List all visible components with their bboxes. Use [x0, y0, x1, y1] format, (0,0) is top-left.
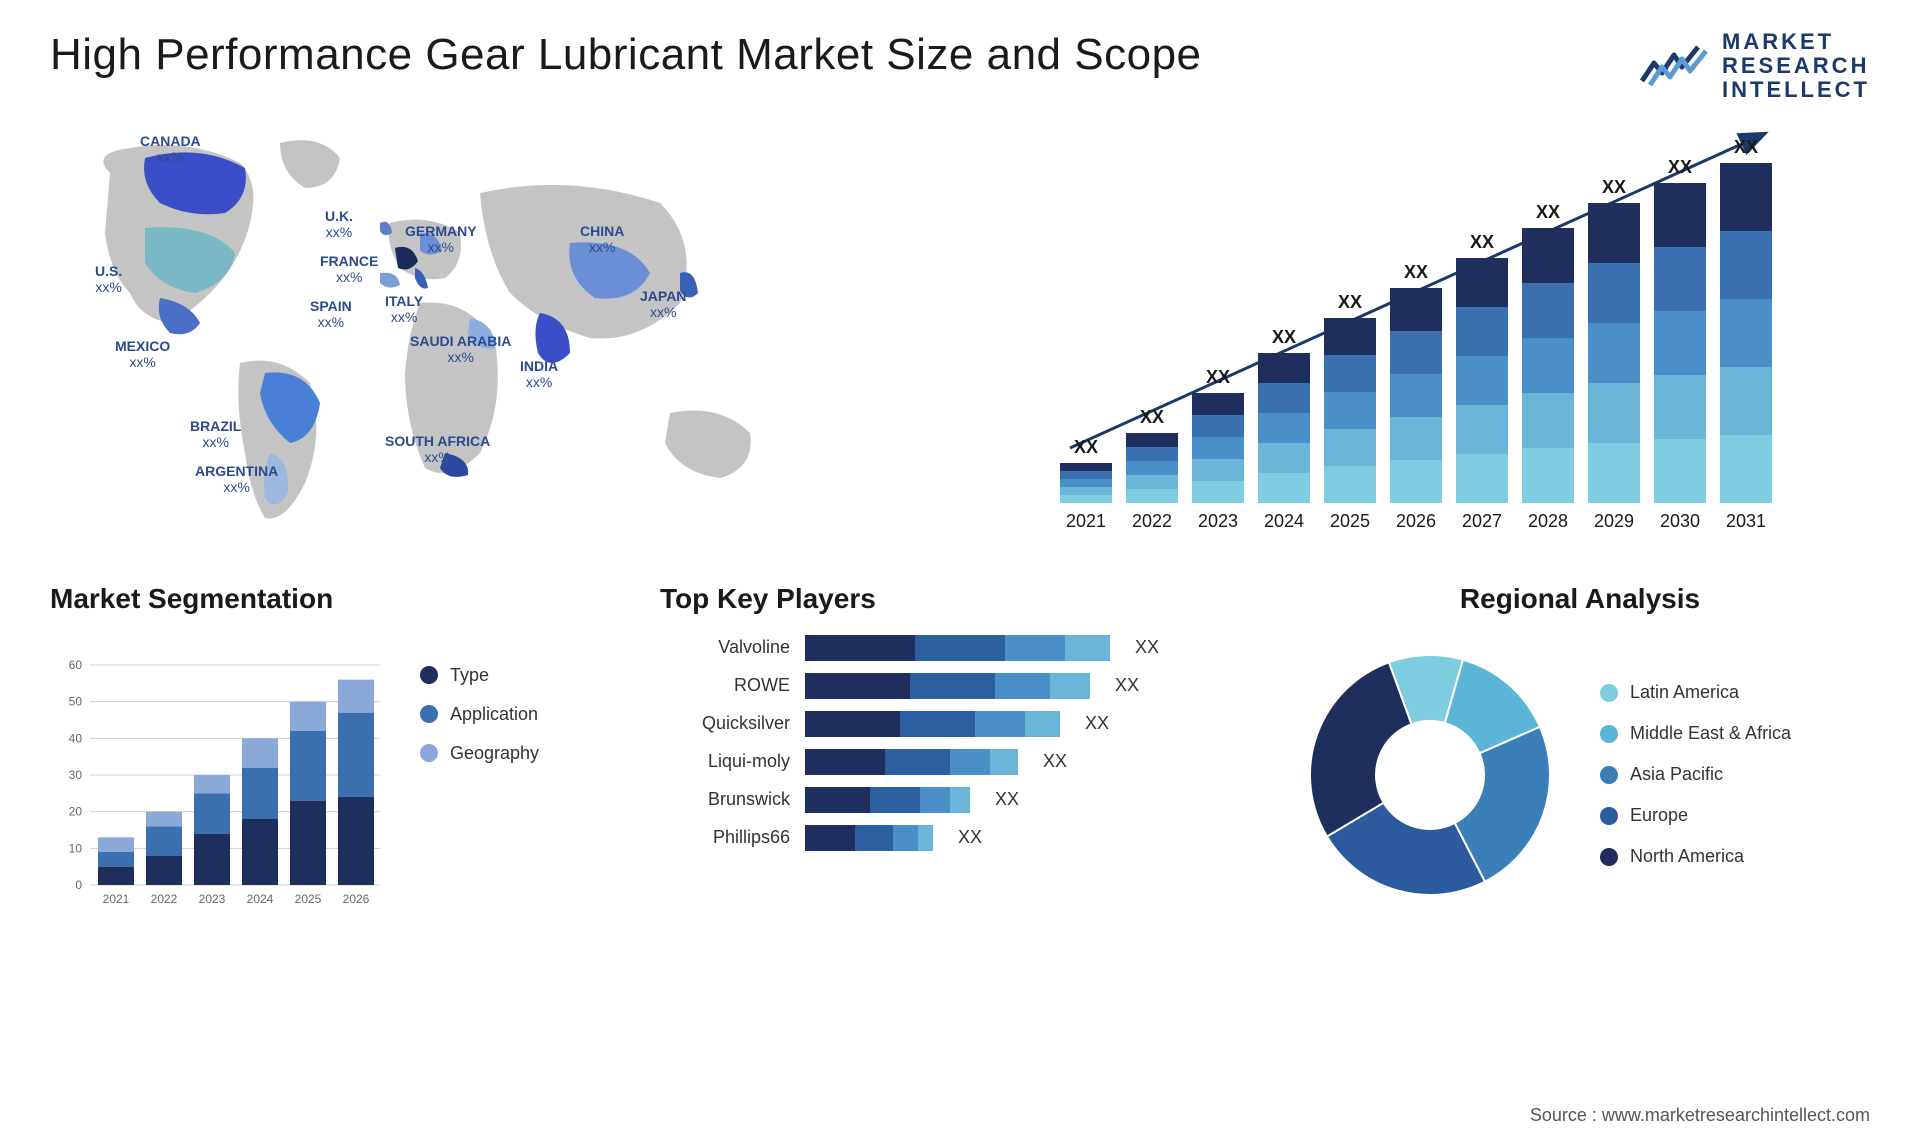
svg-text:XX: XX	[1272, 327, 1296, 347]
svg-text:XX: XX	[1074, 437, 1098, 457]
legend-item: Geography	[420, 743, 539, 764]
svg-text:XX: XX	[1734, 137, 1758, 157]
svg-text:XX: XX	[1470, 232, 1494, 252]
svg-text:XX: XX	[1206, 367, 1230, 387]
country-label: BRAZILxx%	[190, 418, 241, 452]
logo-icon	[1640, 41, 1710, 91]
country-label: SOUTH AFRICAxx%	[385, 433, 490, 467]
svg-text:2023: 2023	[1198, 511, 1238, 531]
country-label: U.S.xx%	[95, 263, 122, 297]
brand-logo: MARKET RESEARCH INTELLECT	[1640, 30, 1870, 103]
svg-text:XX: XX	[1404, 262, 1428, 282]
country-label: FRANCExx%	[320, 253, 378, 287]
svg-text:XX: XX	[1140, 407, 1164, 427]
svg-text:60: 60	[69, 658, 83, 672]
country-label: CANADAxx%	[140, 133, 201, 167]
svg-text:2031: 2031	[1726, 511, 1766, 531]
legend-item: Middle East & Africa	[1600, 723, 1791, 744]
svg-text:2026: 2026	[1396, 511, 1436, 531]
country-label: ARGENTINAxx%	[195, 463, 278, 497]
svg-text:30: 30	[69, 768, 83, 782]
player-row: ValvolineXX	[660, 635, 1240, 661]
country-label: JAPANxx%	[640, 288, 686, 322]
logo-line3: INTELLECT	[1722, 78, 1870, 102]
svg-text:2025: 2025	[295, 892, 322, 906]
country-label: SPAINxx%	[310, 298, 352, 332]
svg-text:XX: XX	[1668, 157, 1692, 177]
regional-legend: Latin America Middle East & Africa Asia Pa…	[1600, 682, 1791, 867]
country-label: GERMANYxx%	[405, 223, 477, 257]
svg-text:20: 20	[69, 804, 83, 818]
logo-line2: RESEARCH	[1722, 54, 1870, 78]
country-label: CHINAxx%	[580, 223, 624, 257]
svg-text:XX: XX	[1338, 292, 1362, 312]
svg-text:2022: 2022	[1132, 511, 1172, 531]
players-title: Top Key Players	[660, 583, 1240, 615]
svg-text:2022: 2022	[151, 892, 178, 906]
svg-text:XX: XX	[1536, 202, 1560, 222]
regional-donut-chart	[1290, 635, 1570, 915]
player-row: ROWEXX	[660, 673, 1240, 699]
player-row: Liqui-molyXX	[660, 749, 1240, 775]
player-row: BrunswickXX	[660, 787, 1240, 813]
svg-text:2021: 2021	[1066, 511, 1106, 531]
legend-item: Application	[420, 704, 539, 725]
svg-text:2023: 2023	[199, 892, 226, 906]
svg-text:2028: 2028	[1528, 511, 1568, 531]
legend-item: North America	[1600, 846, 1791, 867]
legend-item: Asia Pacific	[1600, 764, 1791, 785]
country-label: MEXICOxx%	[115, 338, 170, 372]
svg-text:0: 0	[75, 878, 82, 892]
svg-text:XX: XX	[1602, 177, 1626, 197]
svg-text:2024: 2024	[1264, 511, 1304, 531]
legend-item: Type	[420, 665, 539, 686]
country-label: ITALYxx%	[385, 293, 423, 327]
logo-line1: MARKET	[1722, 30, 1870, 54]
country-label: INDIAxx%	[520, 358, 558, 392]
svg-text:2026: 2026	[343, 892, 370, 906]
svg-text:2025: 2025	[1330, 511, 1370, 531]
country-label: U.K.xx%	[325, 208, 353, 242]
growth-bar-chart: XX 2021 XX 2022 XX 2023 XX 2024 XX 2025 XX 2026 XX 20…	[990, 123, 1870, 543]
world-map: CANADAxx% U.S.xx% MEXICOxx% BRAZILxx% ARGENT…	[50, 123, 930, 543]
svg-text:2024: 2024	[247, 892, 274, 906]
svg-text:2030: 2030	[1660, 511, 1700, 531]
svg-text:2027: 2027	[1462, 511, 1502, 531]
legend-item: Europe	[1600, 805, 1791, 826]
svg-text:10: 10	[69, 841, 83, 855]
regional-title: Regional Analysis	[1290, 583, 1870, 615]
legend-item: Latin America	[1600, 682, 1791, 703]
country-label: SAUDI ARABIAxx%	[410, 333, 511, 367]
segmentation-legend: Type Application Geography	[420, 635, 539, 915]
segmentation-chart: 0 10 20 30 40 50 60 2021 2022 2023 2024 2025 2026	[50, 635, 390, 915]
svg-text:40: 40	[69, 731, 83, 745]
player-row: QuicksilverXX	[660, 711, 1240, 737]
svg-text:2021: 2021	[103, 892, 130, 906]
source-attribution: Source : www.marketresearchintellect.com	[1530, 1105, 1870, 1126]
svg-text:2029: 2029	[1594, 511, 1634, 531]
key-players-chart: ValvolineXX ROWEXX QuicksilverXX Liqui-moly…	[660, 635, 1240, 851]
page-title: High Performance Gear Lubricant Market S…	[50, 30, 1202, 80]
player-row: Phillips66XX	[660, 825, 1240, 851]
svg-text:50: 50	[69, 694, 83, 708]
segmentation-title: Market Segmentation	[50, 583, 610, 615]
